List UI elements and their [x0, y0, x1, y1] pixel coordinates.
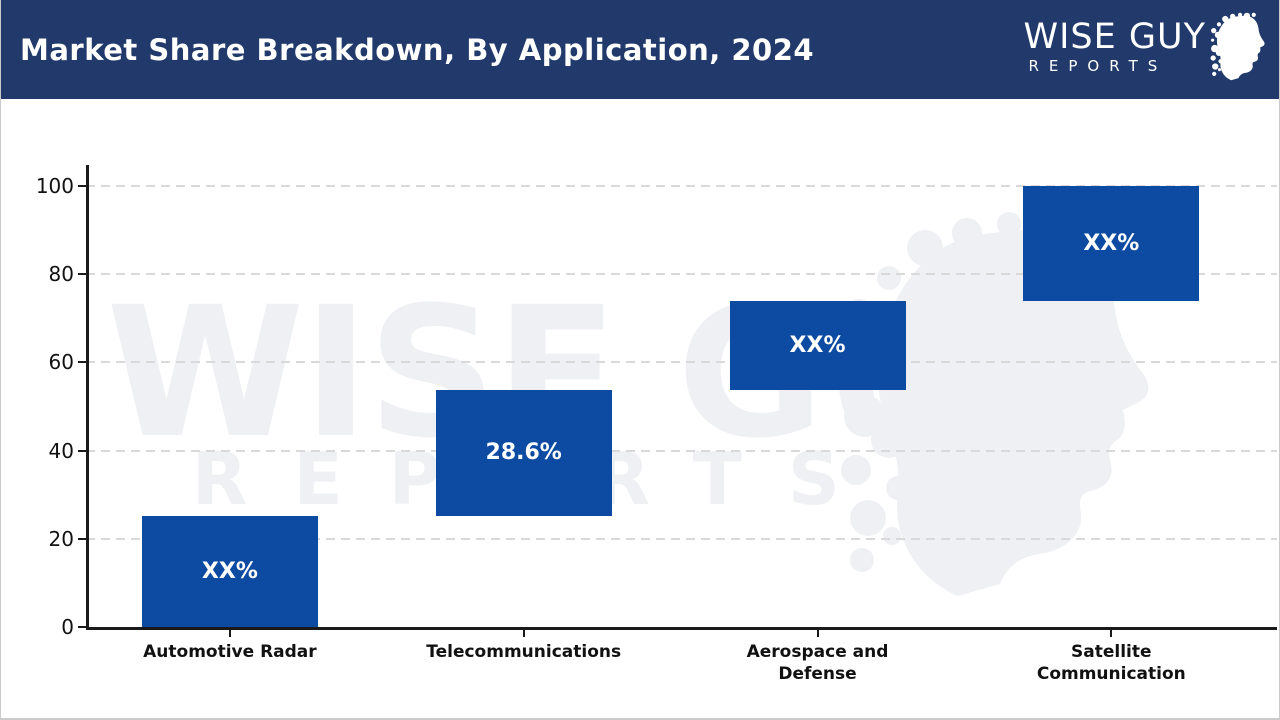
bar-value-label: XX% [1083, 230, 1140, 256]
y-tick-label: 80 [48, 262, 74, 287]
bar-value-label: XX% [789, 332, 846, 358]
x-tick [522, 629, 525, 637]
gridline [86, 273, 1277, 276]
wise-guy-logo: WISE GUY REPORTS [1023, 8, 1268, 86]
y-tick [78, 185, 86, 187]
x-tick [1110, 629, 1113, 637]
category-label: Satellite Communication [1036, 642, 1186, 685]
category-label: Automotive Radar [143, 642, 317, 662]
gridline [86, 537, 1277, 540]
y-tick-label: 0 [61, 615, 74, 639]
gridline [86, 449, 1277, 452]
bar: 28.6% [435, 389, 612, 516]
x-axis [86, 627, 1277, 630]
wise-guy-face-icon [1210, 12, 1265, 81]
gridline [86, 185, 1277, 187]
y-axis [86, 165, 89, 629]
bar-value-label: 28.6% [485, 440, 562, 466]
y-tick [78, 449, 86, 452]
y-tick-label: 60 [48, 350, 74, 375]
y-tick-label: 100 [35, 174, 74, 198]
bar: XX% [729, 300, 906, 390]
y-tick-label: 40 [48, 438, 74, 463]
header-bar: Market Share Breakdown, By Application, … [0, 0, 1280, 99]
y-tick [78, 273, 86, 276]
chart-area: WISE GUY REPORTS 020406080100XX%Automoti… [0, 99, 1280, 720]
page-title: Market Share Breakdown, By Application, … [20, 32, 815, 67]
y-tick [78, 626, 86, 628]
x-tick [816, 629, 819, 637]
y-tick [78, 361, 86, 364]
y-tick [78, 537, 86, 540]
gridline [86, 361, 1277, 364]
plot: 0 20 40 60 80 100 XX% Automotive Radar 28.6% Tele… [0, 99, 1280, 720]
bar: XX% [1023, 186, 1200, 301]
logo-wordmark: WISE GUY [1023, 16, 1206, 57]
bar-value-label: XX% [201, 558, 258, 584]
x-tick [228, 629, 231, 637]
y-tick-label: 20 [48, 526, 74, 551]
wise-guy-logo-text: WISE GUY REPORTS [1023, 16, 1206, 76]
category-label: Telecommunications [426, 642, 622, 662]
bar: XX% [141, 515, 318, 627]
category-label: Aerospace and Defense [746, 642, 889, 685]
logo-subtitle: REPORTS [1028, 57, 1168, 76]
